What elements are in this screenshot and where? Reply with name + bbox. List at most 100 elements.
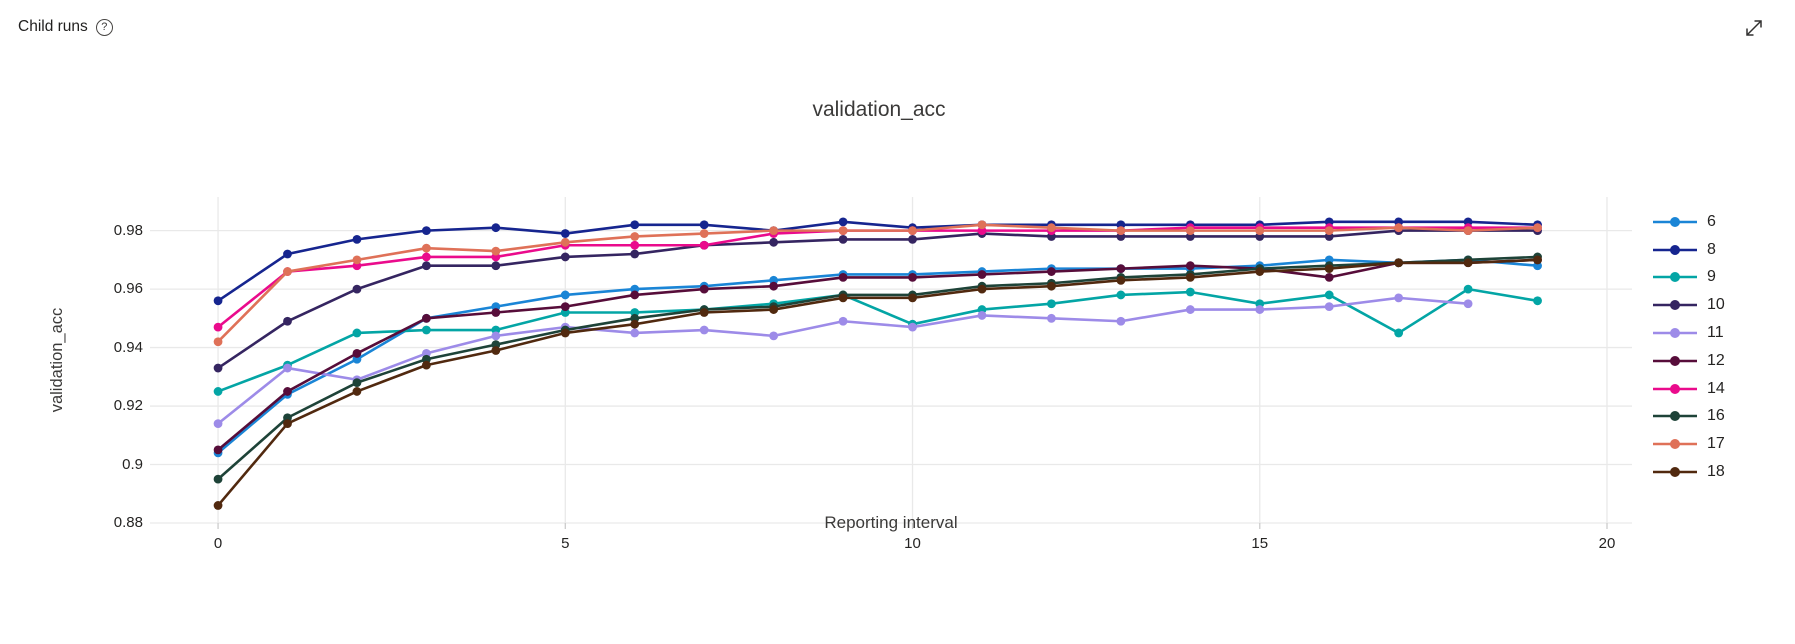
series-6-marker[interactable] [560,290,570,300]
series-12-marker[interactable] [838,273,848,282]
legend-item-12[interactable]: 12 [1652,347,1725,375]
series-10-marker[interactable] [908,234,917,244]
series-12-marker[interactable] [352,349,362,358]
series-18-marker[interactable] [352,387,362,396]
series-10-marker[interactable] [630,249,640,259]
series-12-marker[interactable] [1116,264,1126,274]
series-10-marker[interactable] [352,284,362,294]
series-18-marker[interactable] [699,308,709,317]
series-12-marker[interactable] [977,270,987,279]
series-9-marker[interactable] [1394,328,1404,338]
series-18-marker[interactable] [421,360,431,370]
series-9-marker[interactable] [352,328,362,338]
series-11-marker[interactable] [213,419,223,428]
series-18-marker[interactable] [1324,264,1334,274]
series-12-marker[interactable] [213,445,223,455]
series-17-marker[interactable] [283,267,292,276]
series-12-marker[interactable] [1047,267,1056,276]
legend-item-9[interactable]: 9 [1652,264,1725,292]
series-9-marker[interactable] [1116,290,1126,300]
series-10[interactable] [213,226,1542,373]
legend-item-11[interactable]: 11 [1652,319,1725,347]
legend-item-10[interactable]: 10 [1652,291,1725,319]
series-12-marker[interactable] [699,284,709,294]
series-18-marker[interactable] [1394,258,1404,268]
series-12-marker[interactable] [1185,261,1195,271]
series-17-marker[interactable] [1324,226,1334,236]
series-12-marker[interactable] [769,281,779,291]
series-17-marker[interactable] [630,232,640,241]
series-14-marker[interactable] [630,240,640,250]
series-12-marker[interactable] [630,290,640,300]
series-17-marker[interactable] [491,246,501,256]
series-12-marker[interactable] [491,308,501,317]
series-10-marker[interactable] [421,261,431,271]
series-18-marker[interactable] [1185,273,1195,282]
series-16-marker[interactable] [352,378,362,388]
series-9-marker[interactable] [1463,284,1473,294]
series-18-marker[interactable] [213,501,223,510]
legend-item-8[interactable]: 8 [1652,236,1725,264]
series-11-marker[interactable] [769,331,779,341]
series-11-marker[interactable] [1047,313,1056,323]
series-17-marker[interactable] [1463,226,1473,236]
series-10-marker[interactable] [213,363,223,373]
series-12-marker[interactable] [421,313,431,323]
series-17-marker[interactable] [908,226,917,236]
legend-item-14[interactable]: 14 [1652,375,1725,403]
series-12-marker[interactable] [560,302,570,312]
series-17-marker[interactable] [838,226,848,236]
series-8-marker[interactable] [491,223,501,233]
series-8-marker[interactable] [699,220,709,230]
series-17-marker[interactable] [977,220,987,230]
series-11-marker[interactable] [1255,305,1265,314]
expand-icon[interactable] [1741,16,1767,42]
series-11-marker[interactable] [908,322,917,332]
series-18-marker[interactable] [769,305,779,314]
series-17-marker[interactable] [1533,223,1542,233]
series-17-marker[interactable] [769,226,779,236]
series-17-marker[interactable] [560,237,570,247]
series-18-marker[interactable] [1255,267,1265,276]
series-11-marker[interactable] [1394,293,1404,303]
series-17-marker[interactable] [1185,226,1195,236]
series-17[interactable] [213,220,1542,347]
legend-item-16[interactable]: 16 [1652,403,1725,431]
series-11-marker[interactable] [1116,316,1126,326]
series-18-marker[interactable] [491,346,501,355]
series-12-marker[interactable] [908,273,917,282]
series-8-marker[interactable] [560,229,570,238]
series-8-marker[interactable] [421,226,431,236]
series-10-marker[interactable] [769,237,779,247]
series-10-marker[interactable] [560,252,570,262]
series-18-marker[interactable] [908,293,917,303]
series-9-marker[interactable] [421,325,431,335]
series-17-marker[interactable] [1394,223,1404,233]
series-11[interactable] [213,293,1473,428]
series-12-marker[interactable] [1324,273,1334,282]
series-14-marker[interactable] [421,252,431,262]
series-10-marker[interactable] [283,316,292,326]
series-9-marker[interactable] [213,387,223,396]
legend-item-17[interactable]: 17 [1652,430,1725,458]
series-11-marker[interactable] [699,325,709,335]
series-18-marker[interactable] [283,419,292,428]
series-8-marker[interactable] [838,217,848,227]
series-8-marker[interactable] [630,220,640,230]
series-8-marker[interactable] [283,249,292,259]
series-11-marker[interactable] [1324,302,1334,312]
help-icon[interactable]: ? [95,18,113,36]
series-11-marker[interactable] [838,316,848,326]
series-18-marker[interactable] [1533,255,1542,265]
series-11-marker[interactable] [283,363,292,373]
series-17-marker[interactable] [352,255,362,265]
series-8-marker[interactable] [352,234,362,244]
series-17-marker[interactable] [1047,223,1056,233]
series-18-marker[interactable] [560,328,570,338]
legend-item-6[interactable]: 6 [1652,208,1725,236]
series-18-marker[interactable] [1463,258,1473,268]
series-17-marker[interactable] [699,229,709,238]
legend-item-18[interactable]: 18 [1652,458,1725,486]
series-6[interactable] [213,255,1542,458]
series-9[interactable] [213,284,1542,396]
